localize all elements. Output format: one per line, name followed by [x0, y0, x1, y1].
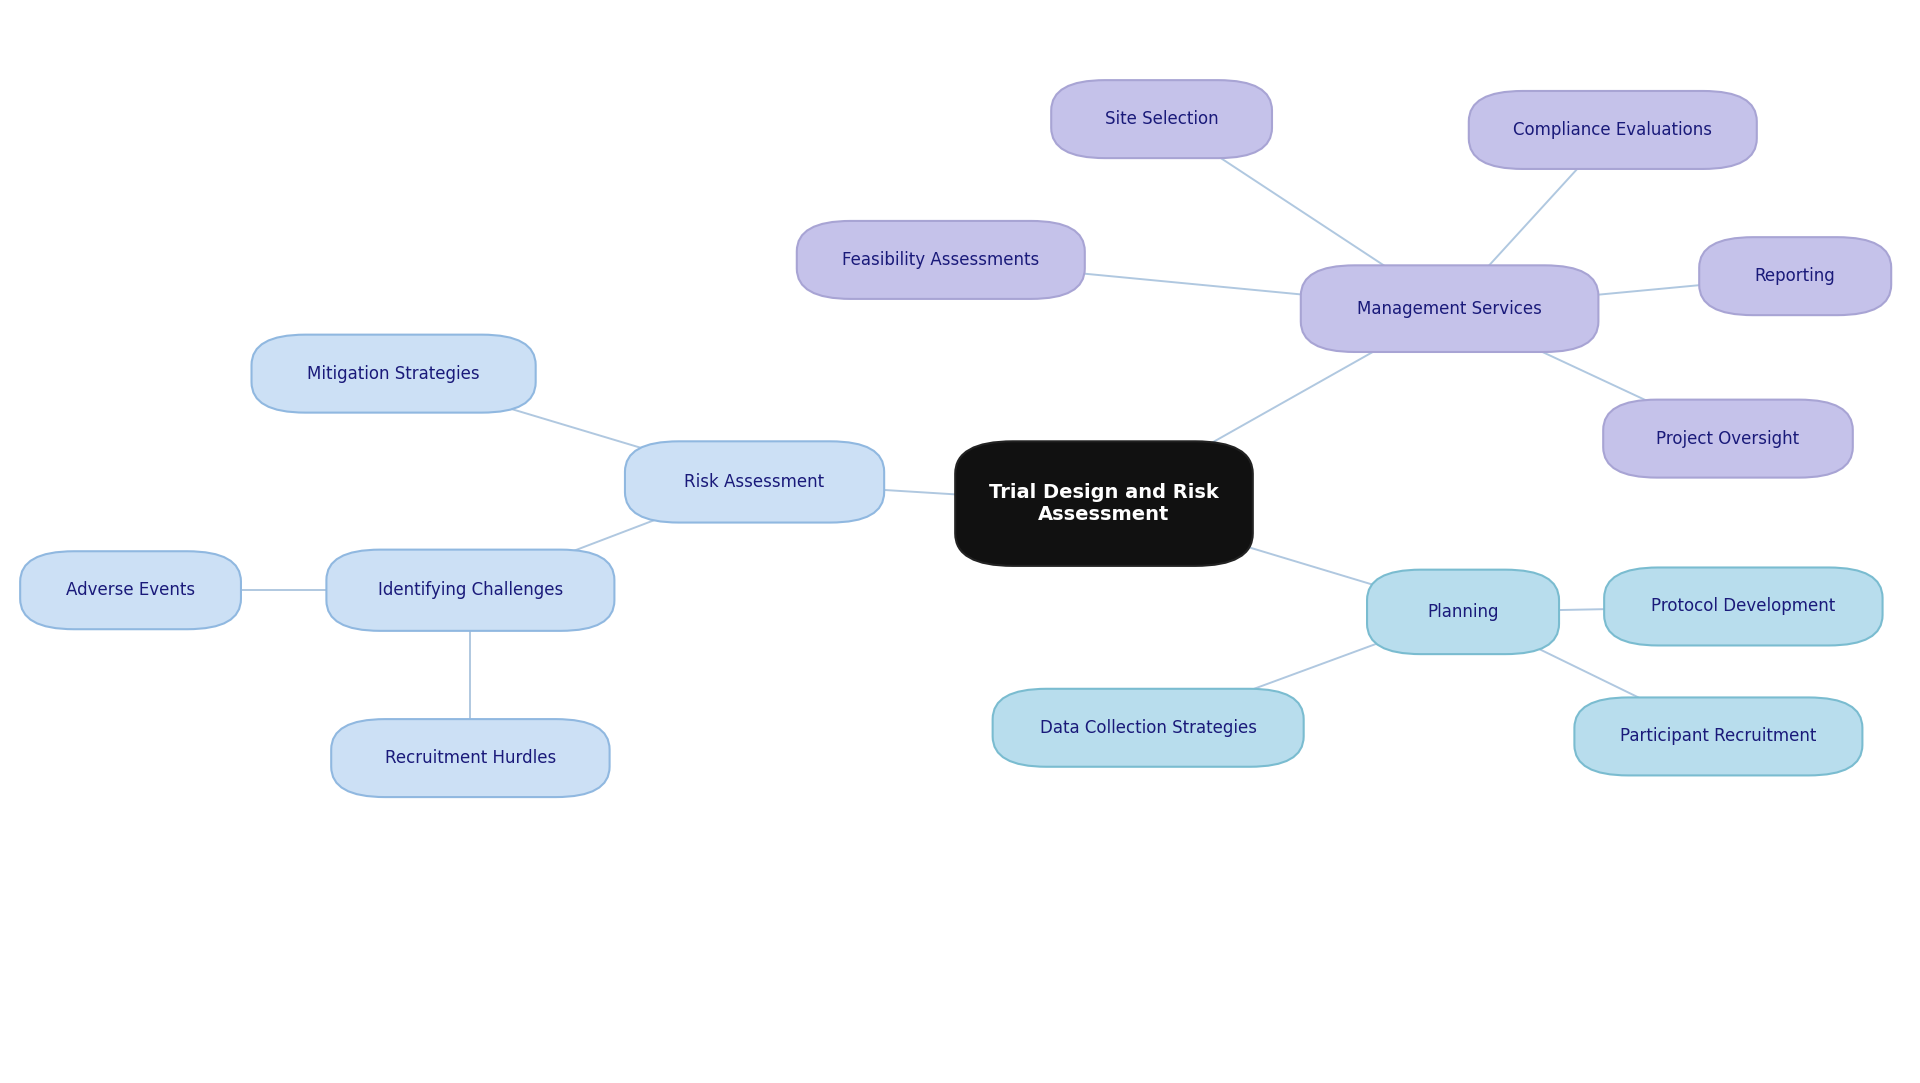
Text: Site Selection: Site Selection: [1104, 110, 1219, 128]
FancyBboxPatch shape: [954, 442, 1252, 565]
Text: Identifying Challenges: Identifying Challenges: [378, 582, 563, 599]
FancyBboxPatch shape: [626, 442, 883, 522]
Text: Data Collection Strategies: Data Collection Strategies: [1039, 719, 1258, 736]
FancyBboxPatch shape: [1574, 697, 1862, 775]
FancyBboxPatch shape: [1603, 400, 1853, 478]
Text: Recruitment Hurdles: Recruitment Hurdles: [384, 749, 557, 767]
Text: Trial Design and Risk
Assessment: Trial Design and Risk Assessment: [989, 483, 1219, 524]
FancyBboxPatch shape: [330, 719, 611, 797]
Text: Protocol Development: Protocol Development: [1651, 598, 1836, 615]
Text: Mitigation Strategies: Mitigation Strategies: [307, 365, 480, 382]
FancyBboxPatch shape: [21, 551, 242, 629]
Text: Planning: Planning: [1427, 603, 1500, 621]
FancyBboxPatch shape: [1052, 80, 1271, 158]
Text: Participant Recruitment: Participant Recruitment: [1620, 728, 1816, 745]
Text: Adverse Events: Adverse Events: [65, 582, 196, 599]
Text: Risk Assessment: Risk Assessment: [685, 473, 824, 491]
FancyBboxPatch shape: [993, 689, 1304, 767]
Text: Reporting: Reporting: [1755, 268, 1836, 285]
FancyBboxPatch shape: [326, 549, 614, 630]
Text: Feasibility Assessments: Feasibility Assessments: [843, 251, 1039, 269]
FancyBboxPatch shape: [1469, 91, 1757, 169]
FancyBboxPatch shape: [1699, 237, 1891, 315]
FancyBboxPatch shape: [1302, 265, 1597, 352]
Text: Compliance Evaluations: Compliance Evaluations: [1513, 121, 1713, 139]
Text: Project Oversight: Project Oversight: [1657, 430, 1799, 447]
FancyBboxPatch shape: [252, 335, 536, 413]
FancyBboxPatch shape: [1367, 570, 1559, 654]
FancyBboxPatch shape: [1605, 567, 1882, 645]
Text: Management Services: Management Services: [1357, 300, 1542, 317]
FancyBboxPatch shape: [797, 221, 1085, 299]
